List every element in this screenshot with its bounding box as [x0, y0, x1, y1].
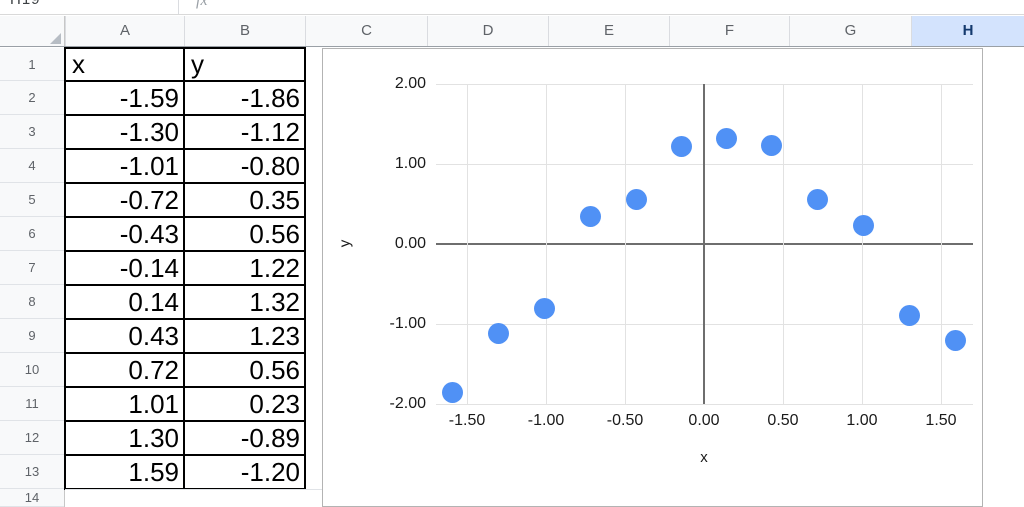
cell-A1[interactable]: x — [65, 48, 184, 81]
x-axis-tick-label: 1.50 — [925, 412, 957, 429]
column-header-B[interactable]: B — [184, 16, 305, 46]
formula-bar-divider — [178, 0, 179, 14]
data-point — [579, 205, 601, 227]
cell-A6[interactable]: -0.43 — [65, 217, 184, 251]
x-axis-tick-label: 0.50 — [767, 412, 799, 429]
cell-B13[interactable]: -1.20 — [184, 455, 305, 489]
cell-B3[interactable]: -1.12 — [184, 115, 305, 149]
column-header-H[interactable]: H — [911, 16, 1024, 46]
formula-bar-clipped: H19 fx — [0, 0, 1024, 15]
x-axis-tick-label: -0.50 — [606, 412, 644, 429]
data-point — [761, 135, 783, 157]
x-gridline — [783, 84, 784, 404]
x-gridline — [862, 84, 863, 404]
x-axis-title: x — [700, 449, 708, 466]
x-axis-tick-label: -1.50 — [448, 412, 486, 429]
cell-B5[interactable]: 0.35 — [184, 183, 305, 217]
column-header-F[interactable]: F — [669, 16, 789, 46]
x-zero-axis — [703, 84, 705, 404]
select-all-triangle-icon — [50, 33, 61, 44]
row-header-column: 1 2 3 4 5 6 7 8 9 10 11 12 13 14 — [0, 48, 65, 507]
cell-B10[interactable]: 0.56 — [184, 353, 305, 387]
y-axis-tick-label: 2.00 — [394, 75, 426, 92]
x-gridline — [546, 84, 547, 404]
data-point — [807, 188, 829, 210]
data-point — [625, 188, 647, 210]
data-point — [488, 323, 510, 345]
sheet-gridline — [65, 489, 322, 490]
y-gridline — [436, 404, 973, 405]
name-box[interactable]: H19 — [10, 0, 70, 14]
row-header-9[interactable]: 9 — [0, 319, 64, 353]
column-header-G[interactable]: G — [789, 16, 911, 46]
row-header-1[interactable]: 1 — [0, 48, 64, 81]
cell-A5[interactable]: -0.72 — [65, 183, 184, 217]
y-axis-tick-label: 1.00 — [394, 155, 426, 172]
x-gridline — [941, 84, 942, 404]
data-point — [898, 304, 920, 326]
cell-A9[interactable]: 0.43 — [65, 319, 184, 353]
cell-A13[interactable]: 1.59 — [65, 455, 184, 489]
embedded-scatter-chart[interactable]: 2.00 1.00 0.00 -1.00 -2.00 -1.50 -1.00 -0.50 0.0… — [322, 48, 983, 507]
x-gridline — [467, 84, 468, 404]
cell-B9[interactable]: 1.23 — [184, 319, 305, 353]
cell-A10[interactable]: 0.72 — [65, 353, 184, 387]
cell-A4[interactable]: -1.01 — [65, 149, 184, 183]
row-header-2[interactable]: 2 — [0, 81, 64, 115]
column-header-A[interactable]: A — [65, 16, 184, 46]
cell-B4[interactable]: -0.80 — [184, 149, 305, 183]
cell-A3[interactable]: -1.30 — [65, 115, 184, 149]
cell-B1[interactable]: y — [184, 48, 305, 81]
column-header-D[interactable]: D — [427, 16, 548, 46]
cell-B8[interactable]: 1.32 — [184, 285, 305, 319]
cell-A8[interactable]: 0.14 — [65, 285, 184, 319]
cell-A2[interactable]: -1.59 — [65, 81, 184, 115]
name-box-value: H19 — [10, 0, 70, 8]
y-axis-tick-label: -2.00 — [389, 395, 426, 412]
y-axis-title: y — [336, 239, 354, 248]
cell-B7[interactable]: 1.22 — [184, 251, 305, 285]
data-point — [853, 215, 875, 237]
fx-icon: fx — [196, 0, 208, 9]
row-header-5[interactable]: 5 — [0, 183, 64, 217]
data-point — [671, 135, 693, 157]
row-header-6[interactable]: 6 — [0, 217, 64, 251]
column-header-C[interactable]: C — [305, 16, 427, 46]
row-header-13[interactable]: 13 — [0, 455, 64, 489]
cell-B2[interactable]: -1.86 — [184, 81, 305, 115]
cell-A7[interactable]: -0.14 — [65, 251, 184, 285]
data-point — [533, 297, 555, 319]
x-axis-tick-label: -1.00 — [527, 412, 565, 429]
column-header-E[interactable]: E — [548, 16, 669, 46]
x-gridline — [625, 84, 626, 404]
row-header-14[interactable]: 14 — [0, 489, 64, 507]
row-header-8[interactable]: 8 — [0, 285, 64, 319]
cell-B6[interactable]: 0.56 — [184, 217, 305, 251]
row-header-4[interactable]: 4 — [0, 149, 64, 183]
row-header-10[interactable]: 10 — [0, 353, 64, 387]
data-point — [442, 382, 464, 404]
cell-B11[interactable]: 0.23 — [184, 387, 305, 421]
y-axis-tick-label: 0.00 — [394, 235, 426, 252]
y-axis-tick-label: -1.00 — [389, 315, 426, 332]
row-header-12[interactable]: 12 — [0, 421, 64, 455]
data-point — [944, 329, 966, 351]
cell-A12[interactable]: 1.30 — [65, 421, 184, 455]
row-header-3[interactable]: 3 — [0, 115, 64, 149]
cell-A11[interactable]: 1.01 — [65, 387, 184, 421]
data-table: x y -1.59 -1.86 -1.30 -1.12 -1.01 -0.80 -0.72 0.3… — [64, 47, 306, 490]
select-all-corner[interactable] — [0, 16, 65, 46]
x-axis-tick-label: 1.00 — [846, 412, 878, 429]
x-axis-tick-label: 0.00 — [688, 412, 720, 429]
row-header-11[interactable]: 11 — [0, 387, 64, 421]
data-point — [715, 127, 737, 149]
row-header-7[interactable]: 7 — [0, 251, 64, 285]
cell-B12[interactable]: -0.89 — [184, 421, 305, 455]
